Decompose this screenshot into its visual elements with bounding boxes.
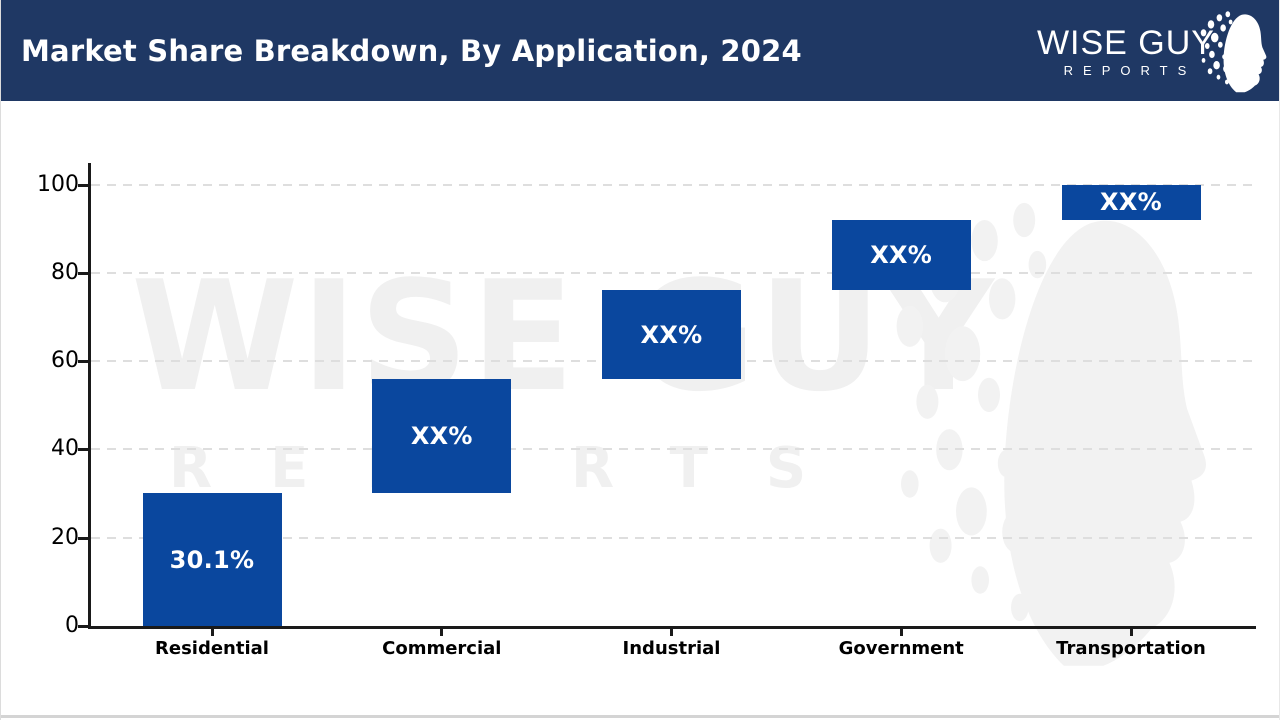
x-tick	[440, 626, 444, 636]
y-tick-label: 60	[51, 348, 79, 374]
y-tick-label: 20	[51, 524, 79, 550]
x-tick	[210, 626, 214, 636]
y-tick	[78, 625, 89, 628]
bar-value-label: XX%	[640, 320, 703, 349]
gridline-40	[91, 448, 1254, 451]
gridline-80	[91, 271, 1254, 274]
bottom-border	[1, 715, 1279, 718]
x-tick	[899, 626, 903, 636]
gridline-100	[91, 183, 1254, 186]
bar-residential: 30.1%	[142, 493, 282, 626]
y-axis	[88, 163, 91, 629]
wiseguy-logo: WISE GUY REPORTS	[1037, 10, 1267, 94]
bar-value-label: XX%	[410, 421, 473, 450]
y-tick	[78, 536, 89, 540]
logo-face-icon	[1197, 10, 1267, 94]
gridline-20	[91, 536, 1254, 539]
bar-value-label: 30.1%	[169, 545, 255, 574]
logo-text: WISE GUY REPORTS	[1037, 26, 1215, 78]
bar-transportation: XX%	[1061, 184, 1201, 220]
y-tick-label: 0	[65, 613, 79, 638]
chart: WISE GUY REPORTS 0 20 40 60 80 100 30.1% XX% XX%…	[1, 101, 1279, 715]
bar-commercial: XX%	[372, 378, 512, 494]
y-tick-label: 40	[51, 436, 79, 462]
category-label-industrial: Industrial	[622, 638, 721, 659]
x-tick	[670, 626, 673, 636]
category-label-commercial: Commercial	[382, 638, 502, 659]
page-title: Market Share Breakdown, By Application, …	[21, 33, 802, 68]
bar-value-label: XX%	[1100, 188, 1162, 217]
logo-subtitle: REPORTS	[1063, 62, 1197, 78]
logo-wordmark: WISE GUY	[1036, 23, 1215, 62]
y-tick	[78, 360, 89, 364]
y-tick	[78, 183, 89, 187]
category-label-residential: Residential	[155, 638, 269, 659]
y-tick	[78, 271, 89, 275]
bar-industrial: XX%	[602, 290, 741, 379]
bar-value-label: XX%	[870, 241, 933, 270]
y-tick-label: 80	[51, 259, 79, 285]
category-label-transportation: Transportation	[1056, 638, 1206, 659]
y-tick-label: 100	[37, 171, 79, 197]
y-tick	[78, 448, 89, 452]
x-tick	[1129, 626, 1133, 636]
category-label-government: Government	[838, 638, 964, 659]
bar-government: XX%	[831, 219, 971, 291]
header: Market Share Breakdown, By Application, …	[1, 0, 1279, 101]
